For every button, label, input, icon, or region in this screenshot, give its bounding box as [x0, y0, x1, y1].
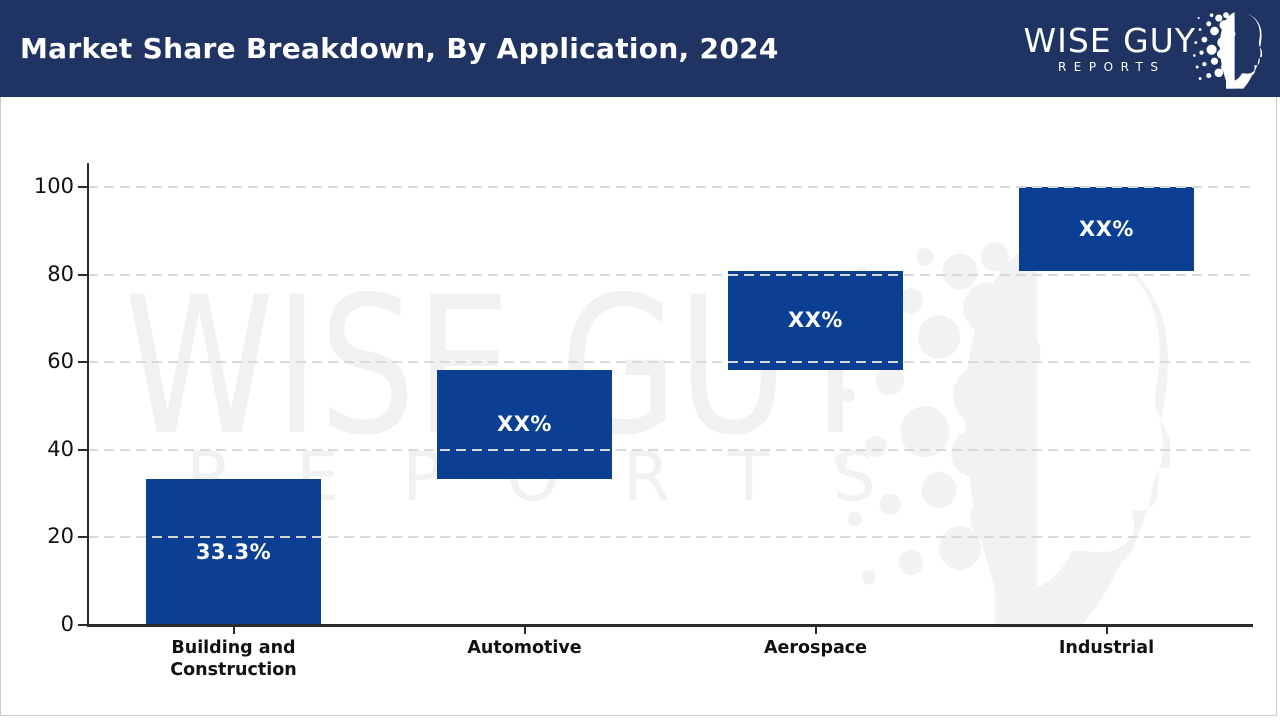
x-tick-2	[814, 626, 817, 634]
y-tick-0	[78, 624, 87, 626]
y-tick-label-60: 60	[47, 349, 74, 374]
y-tick-label-80: 80	[47, 261, 74, 286]
y-tick-label-20: 20	[47, 524, 74, 549]
bar-value-label: 33.3%	[195, 540, 272, 565]
bar-aerospace: XX%	[728, 271, 903, 370]
x-tick-1	[523, 626, 526, 634]
y-tick-label-100: 100	[33, 174, 74, 198]
gridline-100	[88, 186, 1252, 188]
x-tick-3	[1105, 626, 1108, 634]
bar-industrial: XX%	[1019, 187, 1194, 272]
y-tick-20	[78, 536, 87, 539]
page-title: Market Share Breakdown, By Application, …	[20, 32, 779, 65]
y-axis-line	[86, 163, 89, 627]
logo-subtext: REPORTS	[1057, 60, 1166, 74]
header-banner: Market Share Breakdown, By Application, …	[0, 0, 1280, 97]
bar-value-label: XX%	[788, 308, 843, 333]
bar-value-label: XX%	[1079, 217, 1134, 242]
dot-face-profile-icon	[1193, 11, 1262, 89]
bar-automotive: XX%	[437, 369, 612, 480]
logo-wordmark: WISE GUY	[1023, 21, 1196, 60]
category-label-2: Aerospace	[763, 638, 868, 658]
y-tick-label-40: 40	[47, 436, 74, 461]
x-axis-line	[86, 624, 1253, 627]
category-label-3: Industrial	[1058, 638, 1155, 658]
x-tick-0	[232, 626, 235, 634]
category-label-1: Automotive	[467, 638, 582, 658]
y-tick-label-0: 0	[60, 612, 74, 636]
y-tick-40	[78, 448, 87, 451]
y-tick-100	[78, 186, 87, 188]
gridline-60	[88, 361, 1252, 364]
gridline-20	[88, 536, 1252, 539]
y-tick-80	[78, 273, 87, 276]
y-tick-60	[78, 361, 87, 364]
category-label-0: Building and Construction	[170, 638, 297, 680]
bar-building-and-construction: 33.3%	[146, 479, 321, 625]
gridline-80	[88, 273, 1252, 276]
wise-guy-reports-logo: WISE GUY REPORTS	[1023, 9, 1262, 89]
bar-value-label: XX%	[497, 412, 552, 437]
gridline-40	[88, 448, 1252, 451]
